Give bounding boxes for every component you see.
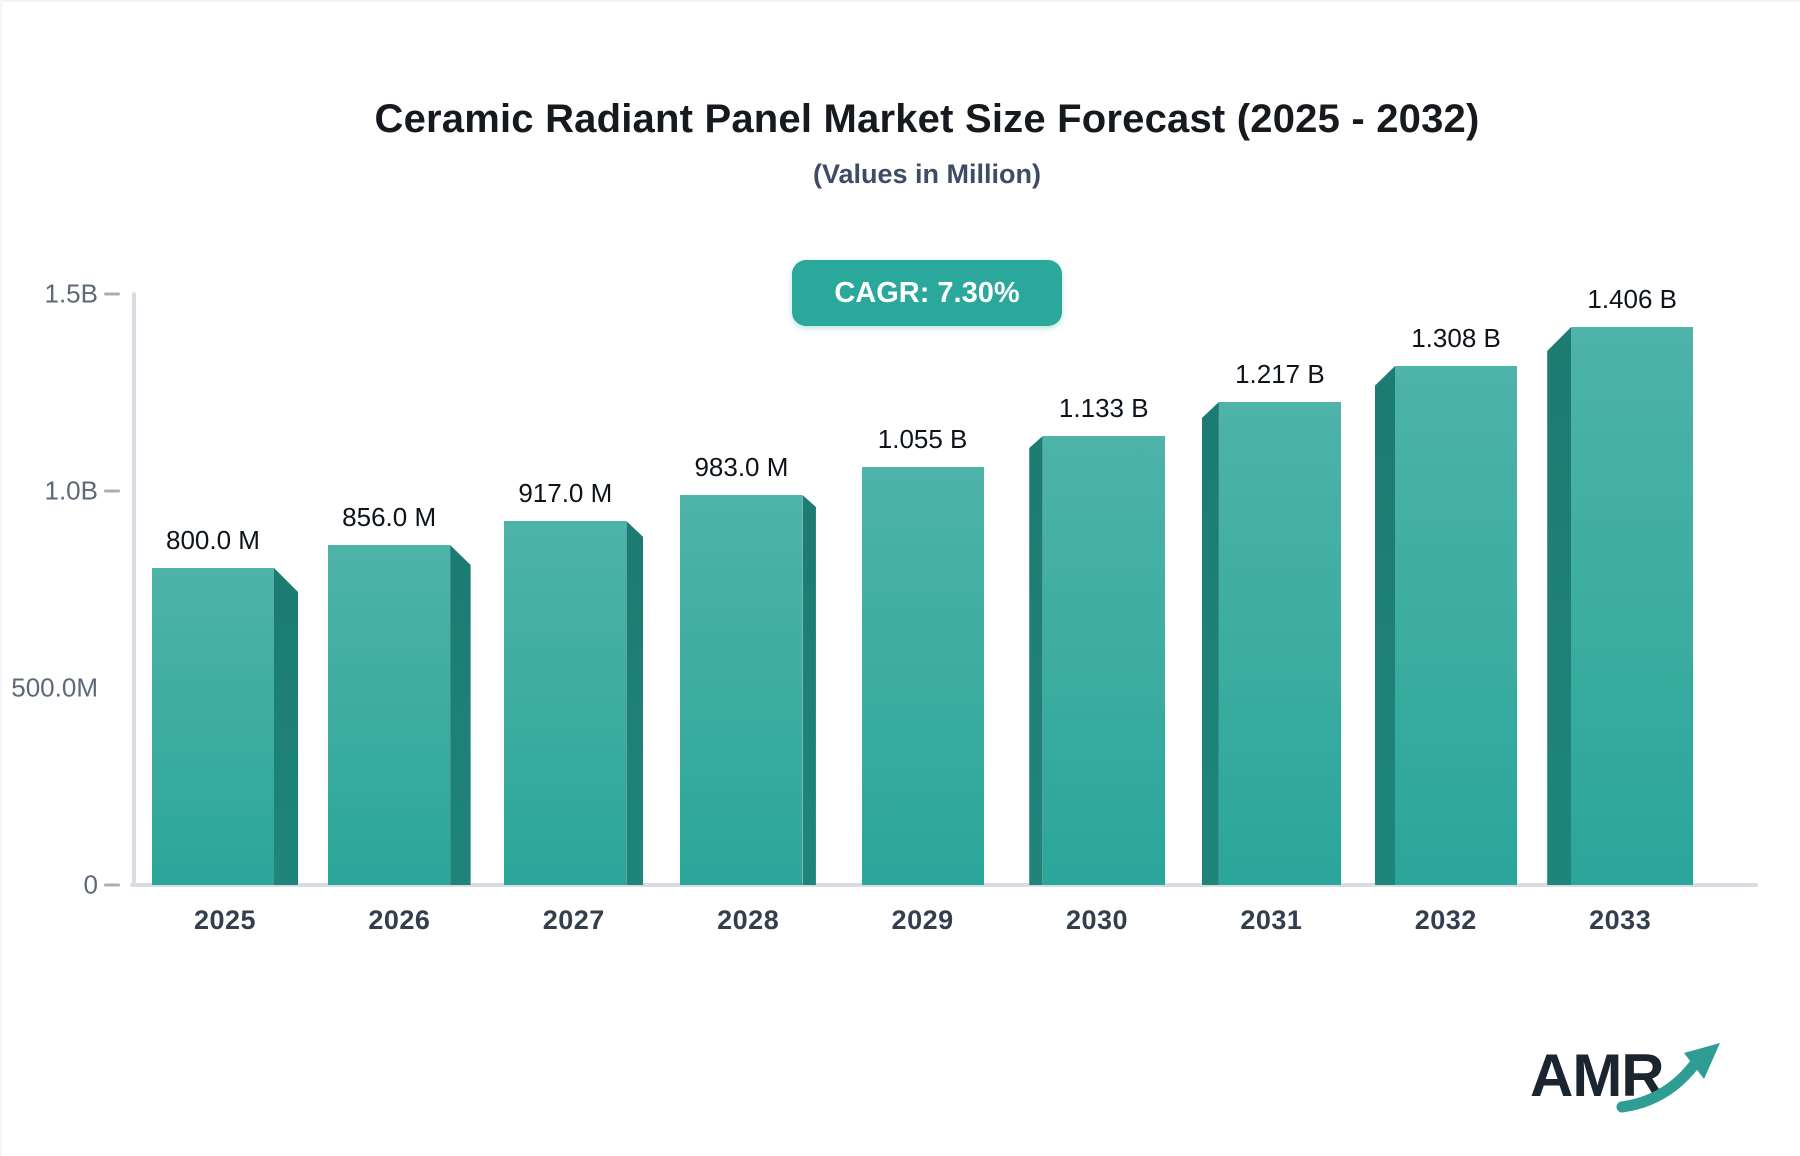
- bar-value-label-2028: 983.0 M: [694, 452, 789, 482]
- bar-value-label-2030: 1.133 B: [1058, 393, 1149, 423]
- x-axis-line: [130, 883, 1758, 887]
- trend-up-arrow-icon: [1616, 1043, 1720, 1113]
- x-tick-label-2027: 2027: [542, 905, 605, 935]
- bar-side-2025: [274, 568, 298, 885]
- y-tick-label: 500.0M: [11, 672, 98, 703]
- cagr-badge: CAGR: 7.30%: [792, 260, 1062, 326]
- bar-value-label-2027: 917.0 M: [518, 478, 613, 508]
- bar-side-2026: [450, 545, 471, 885]
- x-tick-label-2025: 2025: [193, 905, 257, 935]
- amr-logo: AMR: [1530, 1035, 1720, 1115]
- bar-value-label-2025: 800.0 M: [166, 525, 260, 555]
- x-tick-label-2029: 2029: [891, 905, 954, 935]
- bar-side-2033: [1547, 327, 1572, 885]
- y-tick-label: 1.5B: [44, 278, 99, 309]
- y-tick-dash: [104, 489, 120, 493]
- bar-2027: [504, 521, 627, 885]
- chart-title: Ceramic Radiant Panel Market Size Foreca…: [374, 97, 1480, 141]
- y-tick-label: 1.0B: [44, 475, 99, 506]
- x-tick-label-2030: 2030: [1065, 905, 1129, 935]
- bar-2033: [1571, 327, 1694, 885]
- bar-2028: [680, 495, 803, 885]
- y-axis-line: [132, 292, 136, 887]
- chart-header: Ceramic Radiant Panel Market Size Foreca…: [132, 2, 1722, 189]
- bar-2031: [1218, 402, 1341, 885]
- plot-area: 1.5B 1.0B 500.0M 0 800.0 M 856.0 M 917.0 M 983…: [11, 279, 1758, 935]
- bar-value-label-2029: 1.055 B: [877, 424, 968, 454]
- bar-2030: [1042, 436, 1165, 885]
- bar-2025: [152, 568, 274, 885]
- x-tick-label-2032: 2032: [1414, 905, 1477, 935]
- bar-side-2030: [1029, 436, 1043, 885]
- bar-2026: [328, 545, 451, 885]
- cagr-badge-label: CAGR: 7.30%: [834, 276, 1020, 309]
- bar-value-label-2033: 1.406 B: [1587, 284, 1677, 314]
- bar-side-2032: [1374, 366, 1396, 885]
- bar-value-label-2026: 856.0 M: [342, 502, 437, 532]
- x-tick-label-2031: 2031: [1240, 905, 1303, 935]
- x-tick-label-2028: 2028: [717, 905, 780, 935]
- bar-value-label-2031: 1.217 B: [1235, 359, 1325, 389]
- bar-side-2031: [1201, 402, 1219, 885]
- chart-subtitle: (Values in Million): [812, 159, 1042, 189]
- bar-value-label-2032: 1.308 B: [1411, 323, 1501, 353]
- y-tick-dash: [104, 883, 120, 887]
- bar-2029: [861, 467, 984, 885]
- bar-side-2028: [802, 495, 816, 885]
- bar-side-2027: [626, 521, 644, 885]
- y-tick-label: 0: [83, 869, 98, 900]
- x-tick-label-2026: 2026: [368, 905, 431, 935]
- bar-2032: [1395, 366, 1518, 885]
- y-tick-dash: [104, 292, 120, 296]
- x-tick-label-2033: 2033: [1589, 905, 1652, 935]
